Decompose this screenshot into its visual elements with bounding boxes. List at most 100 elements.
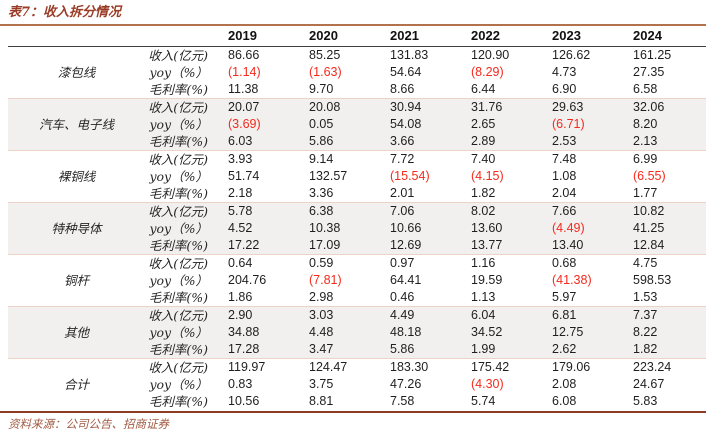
- cell-value: 86.66: [228, 48, 260, 62]
- cell-value: 124.47: [301, 358, 382, 376]
- cell-value: 7.72: [382, 150, 463, 168]
- cell-value: 3.75: [309, 377, 334, 391]
- table-bottom-rule: [0, 411, 706, 413]
- table-row: yoy（%） 51.74 132.57 (15.54) (4.15) 1.08 (6.55): [8, 168, 706, 185]
- cell-value: 8.02: [463, 202, 544, 220]
- table-row: yoy（%） 0.83 3.75 47.26 (4.30) 2.08 24.67: [8, 376, 706, 393]
- cell-value: (6.55): [633, 169, 666, 183]
- cell-value: 8.22: [625, 324, 706, 341]
- row-label: 收入(亿元): [145, 150, 220, 168]
- cell-value: 1.53: [633, 290, 658, 304]
- row-label: yoy（%）: [149, 169, 208, 184]
- row-label: yoy（%）: [149, 273, 208, 288]
- cell-value: 1.08: [552, 169, 577, 183]
- cell-value: 17.09: [301, 237, 382, 255]
- cell-value: 6.03: [220, 133, 301, 151]
- cell-value: 6.81: [544, 306, 625, 324]
- cell-value: 2.62: [544, 341, 625, 359]
- cell-value: 2.18: [228, 186, 253, 200]
- cell-value: 5.78: [220, 202, 301, 220]
- cell-value: 2.13: [625, 133, 706, 151]
- table-row: 合计 收入(亿元) 119.97 124.47 183.30 175.42 179.06 22…: [8, 358, 706, 410]
- cell-value: 6.04: [463, 306, 544, 324]
- cell-value: 1.99: [463, 341, 544, 359]
- cell-value: 204.76: [228, 273, 267, 287]
- cell-value: 13.77: [463, 237, 544, 255]
- cell-value: 126.62: [552, 48, 591, 62]
- cell-value: 24.67: [633, 377, 665, 391]
- cell-value: 223.24: [625, 358, 706, 376]
- metric-column-header: [145, 26, 220, 47]
- table-row: 毛利率(%) 10.56 8.81 7.58 5.74 6.08 5.83: [8, 393, 706, 410]
- row-label: yoy（%）: [145, 220, 220, 237]
- table-row: 铜杆 收入(亿元) 0.64 0.59 0.97 1.16 0.68 4.75: [8, 254, 706, 307]
- cell-value: 120.90: [471, 48, 510, 62]
- cell-value: 3.36: [309, 186, 334, 200]
- revenue-breakdown-table: 2019 2020 2021 2022 2023 2024 漆包线 收入(亿元) 8…: [8, 26, 706, 410]
- cell-value: 2.65: [463, 116, 544, 133]
- cell-value: 1.16: [463, 254, 544, 272]
- cell-value: 54.64: [390, 65, 422, 79]
- cell-value: 27.35: [633, 65, 665, 79]
- cell-value: 12.69: [382, 237, 463, 255]
- cell-value: 0.64: [220, 254, 301, 272]
- cell-value: 4.73: [552, 65, 577, 79]
- cell-value: 9.70: [309, 82, 334, 96]
- cell-value: (4.30): [471, 377, 504, 391]
- cell-value: 175.42: [463, 358, 544, 376]
- cell-value: 54.08: [382, 116, 463, 133]
- cell-value: 5.86: [301, 133, 382, 151]
- table-row: 汽车、电子线 收入(亿元) 20.07 20.08 30.94 31.76 29.63 32.…: [8, 98, 706, 151]
- cell-value: 12.75: [544, 324, 625, 341]
- title-underline-rule: [0, 24, 706, 26]
- cell-value: 30.94: [382, 98, 463, 116]
- cell-value: (1.14): [228, 65, 261, 79]
- cell-value: 5.74: [471, 394, 496, 408]
- cell-value: 7.37: [625, 306, 706, 324]
- cell-value: 5.86: [382, 341, 463, 359]
- cell-value: 0.46: [390, 290, 415, 304]
- group-label: 裸铜线: [8, 150, 145, 203]
- row-label: yoy（%）: [145, 116, 220, 133]
- cell-value: 6.38: [301, 202, 382, 220]
- cell-value: 7.06: [382, 202, 463, 220]
- cell-value: 29.63: [544, 98, 625, 116]
- group-label: 合计: [8, 358, 145, 410]
- table-row: 特种导体 收入(亿元) 5.78 6.38 7.06 8.02 7.66 10.82: [8, 202, 706, 255]
- group-label: 铜杆: [8, 254, 145, 307]
- table-row: yoy（%） 204.76 (7.81) 64.41 19.59 (41.38) 598.5…: [8, 272, 706, 289]
- cell-value: (8.29): [471, 65, 504, 79]
- cell-value: 47.26: [390, 377, 422, 391]
- cell-value: 179.06: [544, 358, 625, 376]
- row-label: 毛利率(%): [145, 237, 220, 255]
- cell-value: 10.82: [625, 202, 706, 220]
- table-row: 毛利率(%) 2.18 3.36 2.01 1.82 2.04 1.77: [8, 185, 706, 203]
- table-title: 表7：收入拆分情况: [8, 5, 122, 20]
- year-header: 2024: [625, 26, 706, 47]
- table-row: yoy（%） (1.14) (1.63) 54.64 (8.29) 4.73 27.35: [8, 64, 706, 81]
- cell-value: 11.38: [228, 82, 259, 96]
- group-label: 特种导体: [8, 202, 145, 255]
- cell-value: 8.20: [625, 116, 706, 133]
- row-label: 毛利率(%): [148, 290, 208, 305]
- row-label: 收入(亿元): [145, 306, 220, 324]
- cell-value: 7.40: [463, 150, 544, 168]
- cell-value: (3.69): [220, 116, 301, 133]
- cell-value: 41.25: [625, 220, 706, 237]
- cell-value: 0.05: [301, 116, 382, 133]
- cell-value: 6.58: [633, 82, 658, 96]
- cell-value: 3.47: [301, 341, 382, 359]
- cell-value: 1.82: [471, 186, 496, 200]
- row-label: 毛利率(%): [145, 133, 220, 151]
- year-header: 2020: [301, 26, 382, 47]
- cell-value: 13.60: [463, 220, 544, 237]
- row-label: 毛利率(%): [148, 186, 208, 201]
- cell-value: 6.44: [471, 82, 496, 96]
- group-column-header: [8, 26, 145, 47]
- cell-value: 8.81: [309, 394, 334, 408]
- cell-value: 19.59: [471, 273, 503, 287]
- cell-value: (6.71): [544, 116, 625, 133]
- cell-value: 10.56: [228, 394, 260, 408]
- row-label: 收入(亿元): [145, 358, 220, 376]
- year-header: 2023: [544, 26, 625, 47]
